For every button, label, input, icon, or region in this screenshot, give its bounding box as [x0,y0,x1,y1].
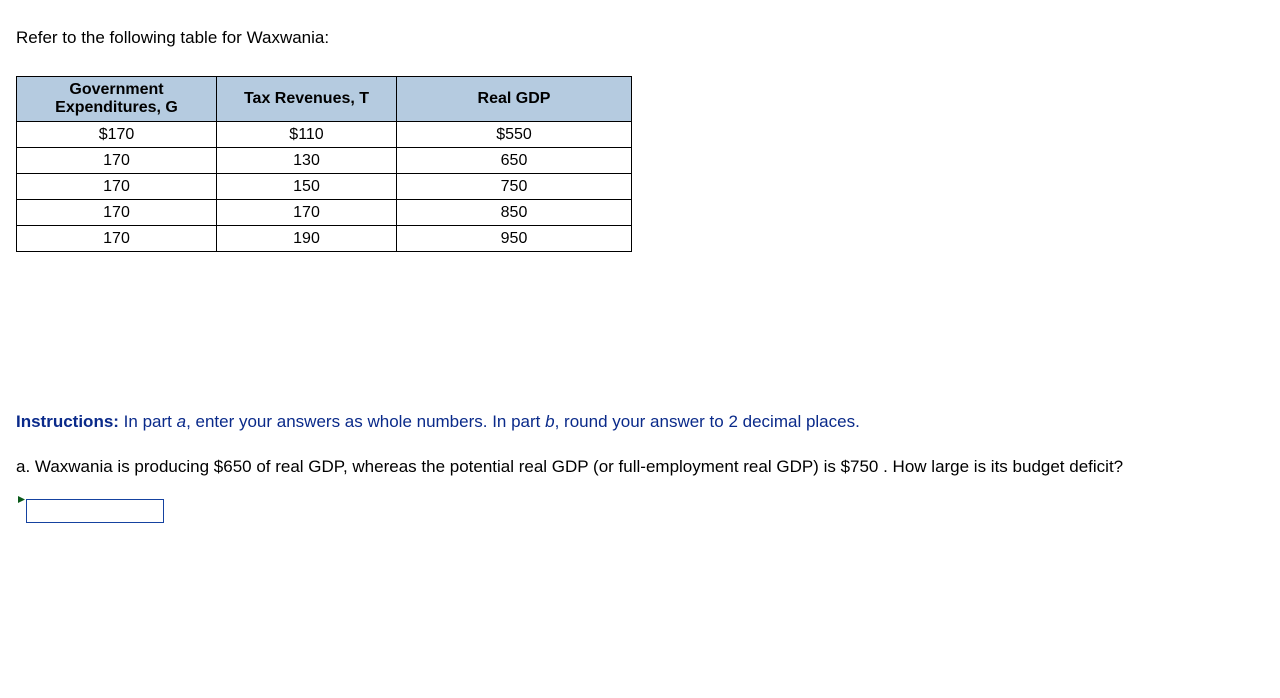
table-cell: 650 [397,148,632,174]
instructions-text: Instructions: In part a, enter your answ… [16,412,1264,432]
answer-input-wrap [26,499,164,523]
input-marker-icon [18,496,25,503]
table-header-row: Government Expenditures, G Tax Revenues,… [17,77,632,122]
table-cell: $170 [17,122,217,148]
table-row: 170 150 750 [17,174,632,200]
table-cell: 950 [397,226,632,252]
table-row: 170 130 650 [17,148,632,174]
table-row: $170 $110 $550 [17,122,632,148]
data-table: Government Expenditures, G Tax Revenues,… [16,76,632,252]
col-header-tax-revenues: Tax Revenues, T [217,77,397,122]
table-cell: $550 [397,122,632,148]
table-cell: 170 [17,174,217,200]
instructions-body: In part a, enter your answers as whole n… [119,412,860,431]
table-cell: 170 [217,200,397,226]
table-cell: 750 [397,174,632,200]
table-cell: 170 [17,200,217,226]
instructions-label: Instructions: [16,412,119,431]
intro-text: Refer to the following table for Waxwani… [16,28,1264,48]
table-cell: 150 [217,174,397,200]
table-cell: 130 [217,148,397,174]
table-cell: $110 [217,122,397,148]
table-row: 170 170 850 [17,200,632,226]
col-header-real-gdp: Real GDP [397,77,632,122]
table-cell: 850 [397,200,632,226]
table-cell: 170 [17,226,217,252]
table-cell: 170 [17,148,217,174]
question-a-text: a. Waxwania is producing $650 of real GD… [16,456,1264,479]
col-header-expenditures: Government Expenditures, G [17,77,217,122]
table-cell: 190 [217,226,397,252]
table-row: 170 190 950 [17,226,632,252]
budget-deficit-input[interactable] [26,499,164,523]
